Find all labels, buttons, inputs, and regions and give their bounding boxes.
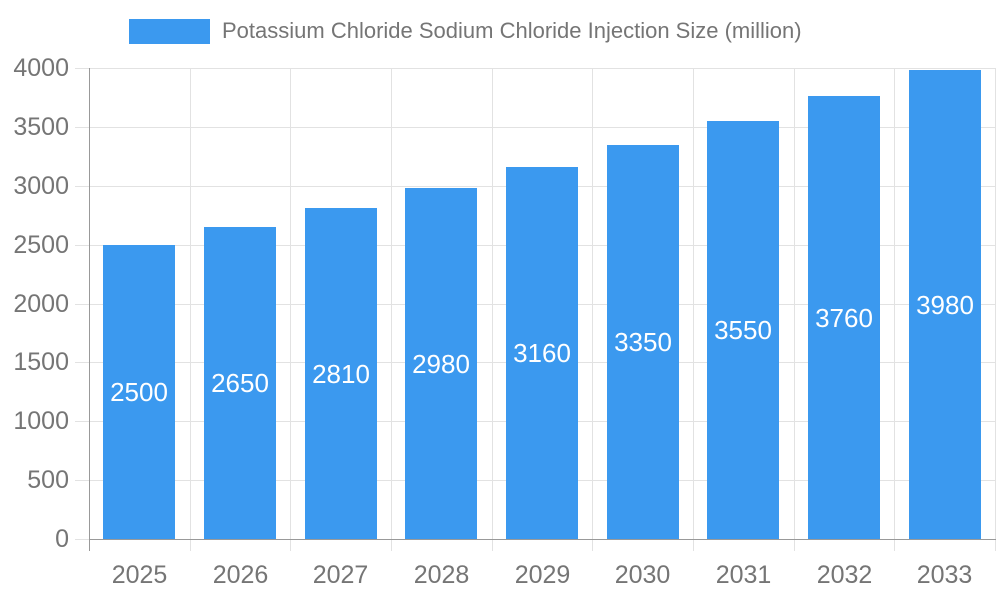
y-axis-tick (75, 421, 89, 422)
legend-item[interactable]: Potassium Chloride Sodium Chloride Injec… (129, 17, 802, 45)
legend-swatch[interactable] (129, 18, 210, 44)
v-gridline (592, 68, 593, 539)
v-gridline (290, 68, 291, 539)
y-axis-tick (75, 480, 89, 481)
x-axis-tick (492, 540, 493, 551)
bar-value-label: 2500 (110, 377, 168, 407)
x-axis-tick (592, 540, 593, 551)
bar[interactable]: 3350 (607, 145, 679, 539)
bar[interactable]: 2500 (103, 245, 175, 539)
x-axis-tick-label: 2031 (715, 561, 772, 589)
bar-value-label: 2650 (211, 368, 269, 398)
bar[interactable]: 3760 (808, 96, 880, 539)
v-gridline (190, 68, 191, 539)
x-axis-tick (995, 540, 996, 551)
y-axis-tick (75, 68, 89, 69)
y-axis-tick (75, 245, 89, 246)
bar[interactable]: 3160 (506, 167, 578, 539)
y-axis-tick (75, 362, 89, 363)
bar-value-label: 3160 (513, 338, 571, 368)
y-axis-tick-label: 500 (27, 466, 69, 494)
legend-label: Potassium Chloride Sodium Chloride Injec… (222, 18, 802, 43)
y-axis-tick (75, 186, 89, 187)
v-gridline (492, 68, 493, 539)
y-axis-tick-label: 1000 (13, 407, 69, 435)
x-axis-tick-label: 2025 (111, 561, 168, 589)
bar-value-label: 2980 (412, 348, 470, 379)
y-axis-tick (75, 304, 89, 305)
x-axis-tick (693, 540, 694, 551)
y-axis-tick-label: 2500 (13, 231, 69, 259)
bar[interactable]: 3980 (909, 70, 981, 539)
x-axis-tick (794, 540, 795, 551)
v-gridline (894, 68, 895, 539)
y-axis-tick-label: 1500 (13, 348, 69, 376)
y-axis-tick-label: 2000 (13, 290, 69, 318)
x-axis-tick-label: 2029 (514, 561, 571, 589)
x-axis-tick (190, 540, 191, 551)
y-axis-tick (75, 539, 89, 540)
bar[interactable]: 2980 (405, 188, 477, 539)
bar[interactable]: 2650 (204, 227, 276, 539)
x-axis-tick-label: 2028 (413, 561, 470, 589)
h-gridline (89, 127, 995, 128)
y-axis-tick-label: 4000 (13, 54, 69, 82)
bar-value-label: 3550 (714, 315, 772, 345)
bar[interactable]: 2810 (305, 208, 377, 539)
x-axis-tick-label: 2032 (816, 561, 873, 589)
bar-value-label: 3980 (916, 289, 974, 320)
v-gridline (391, 68, 392, 539)
x-axis-tick-label: 2033 (916, 561, 973, 589)
x-axis-tick-label: 2030 (614, 561, 671, 589)
x-axis-tick (290, 540, 291, 551)
y-axis-tick-label: 0 (55, 525, 69, 553)
x-axis-line (89, 539, 996, 540)
bar[interactable]: 3550 (707, 121, 779, 539)
x-axis-tick-label: 2026 (212, 561, 269, 589)
v-gridline (693, 68, 694, 539)
bar-value-label: 2810 (312, 358, 370, 389)
x-axis-tick (894, 540, 895, 551)
y-axis-tick (75, 127, 89, 128)
v-gridline (995, 68, 996, 539)
x-axis-tick-label: 2027 (312, 561, 369, 589)
x-axis-tick (391, 540, 392, 551)
bar-value-label: 3350 (614, 327, 672, 357)
y-axis-tick-label: 3000 (13, 172, 69, 200)
bar-value-label: 3760 (815, 302, 873, 333)
y-axis-tick-label: 3500 (13, 113, 69, 141)
y-axis-line (89, 68, 90, 551)
v-gridline (794, 68, 795, 539)
h-gridline (89, 68, 995, 69)
